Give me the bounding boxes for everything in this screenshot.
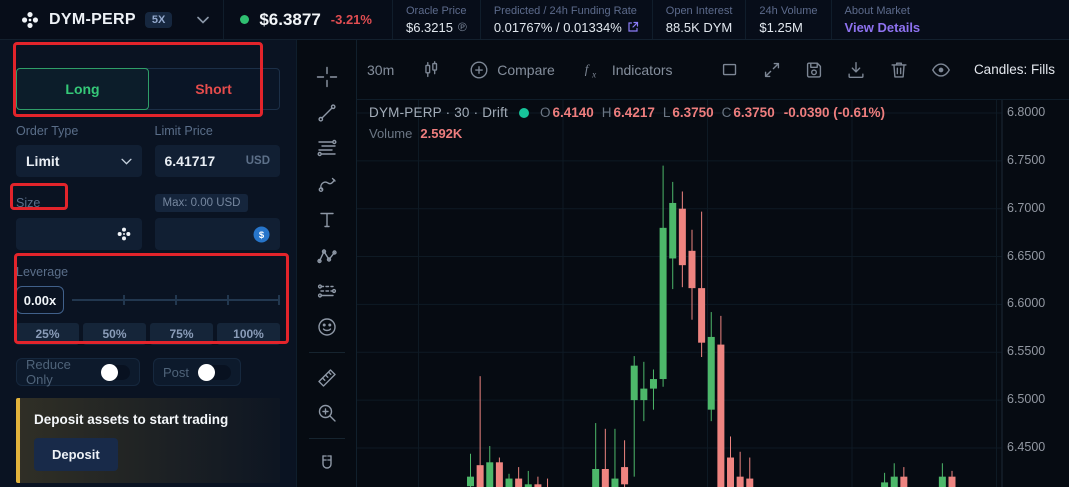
toggle-pill xyxy=(198,363,231,381)
leverage-preset-25[interactable]: 25% xyxy=(16,323,79,345)
market-status-dot xyxy=(240,15,250,24)
screenshot-icon[interactable] xyxy=(719,58,741,82)
divider xyxy=(223,0,225,39)
deposit-message: Deposit assets to start trading xyxy=(34,412,229,427)
price-axis-label: 6.4500 xyxy=(1007,439,1046,454)
fullscreen-icon[interactable] xyxy=(761,58,783,82)
legend-volume: Volume 2.592K xyxy=(369,126,463,141)
price-axis-label: 6.7000 xyxy=(1007,200,1046,215)
candles-mode-label[interactable]: Candles: Fills xyxy=(973,62,1055,77)
tab-short[interactable]: Short xyxy=(195,81,232,97)
chevron-down-icon[interactable] xyxy=(197,16,210,24)
top-bar: DYM-PERP 5X $6.3877 -3.21% Oracle Price … xyxy=(0,0,1069,40)
size-quote-input[interactable]: $ xyxy=(154,218,280,250)
order-type-label: Order Type xyxy=(16,124,79,138)
zoom-in-icon[interactable] xyxy=(314,401,340,427)
leverage-preset-100[interactable]: 100% xyxy=(217,323,280,345)
toolbar-separator xyxy=(308,438,345,440)
candle-style-button[interactable] xyxy=(420,59,442,81)
stat-about-market: About Market View Details xyxy=(830,0,934,39)
forecast-tool-icon[interactable] xyxy=(314,278,340,304)
price-change: -3.21% xyxy=(330,12,372,27)
stat-open-interest: Open Interest 88.5K DYM xyxy=(651,0,746,39)
toggle-pill xyxy=(100,363,130,381)
emoji-tool-icon[interactable] xyxy=(314,314,340,340)
interval-selector[interactable]: 30m xyxy=(367,61,395,78)
chevron-down-icon xyxy=(120,158,132,165)
stat-24h-volume: 24h Volume $1.25M xyxy=(745,0,830,39)
market-open-dot xyxy=(518,107,529,118)
download-icon[interactable] xyxy=(845,58,867,82)
reduce-only-toggle[interactable]: Reduce Only xyxy=(16,357,140,387)
svg-text:x: x xyxy=(591,69,596,79)
order-panel: Long Short Order Type Limit Limit Price … xyxy=(0,40,297,487)
dym-token-icon xyxy=(116,226,132,242)
market-name: DYM-PERP xyxy=(49,10,136,28)
legend-change: -0.0390 (-0.61%) xyxy=(783,105,886,120)
candlestick-chart xyxy=(357,100,1003,487)
leverage-label: Leverage xyxy=(16,265,69,279)
limit-price-label: Limit Price xyxy=(154,124,213,138)
price-axis-label: 6.5500 xyxy=(1007,344,1046,359)
direction-tabs: Long Short xyxy=(16,68,280,110)
legend-symbol: DYM-PERP · 30 · Drift xyxy=(369,105,508,120)
market-logo-icon xyxy=(20,10,40,30)
candles-icon xyxy=(420,59,442,81)
market-selector[interactable]: DYM-PERP 5X xyxy=(0,0,223,39)
price-axis-label: 6.7500 xyxy=(1007,152,1046,167)
price-axis-label: 6.8000 xyxy=(1007,105,1046,119)
svg-text:f: f xyxy=(585,62,591,76)
order-type-select[interactable]: Limit xyxy=(16,145,142,177)
leverage-slider[interactable] xyxy=(72,286,280,314)
magnet-icon[interactable] xyxy=(314,451,340,477)
price-axis-label: 6.5000 xyxy=(1007,392,1046,407)
size-base-input[interactable] xyxy=(16,218,142,250)
ruler-icon[interactable] xyxy=(314,365,340,391)
leverage-value-input[interactable]: 0.00x xyxy=(16,286,64,314)
last-price: $6.3877 xyxy=(259,9,321,29)
legend-ohlc: O 6.4140 H 6.4217 L 6.3750 C 6.3750 xyxy=(539,105,775,120)
drawing-toolbar xyxy=(297,40,357,487)
leverage-badge: 5X xyxy=(144,11,173,28)
post-only-toggle[interactable]: Post xyxy=(153,358,241,386)
fib-retracement-icon[interactable] xyxy=(314,135,340,161)
pyth-icon: ℗ xyxy=(457,20,467,34)
view-details-link[interactable]: View Details xyxy=(844,19,921,35)
stat-funding-rate: Predicted / 24h Funding Rate 0.01767% / … xyxy=(479,0,652,39)
trend-line-icon[interactable] xyxy=(314,100,340,126)
brush-icon[interactable] xyxy=(314,171,340,197)
chart-legend: DYM-PERP · 30 · Drift O 6.4140 H 6.4217 L 6.3… xyxy=(369,105,885,141)
stat-oracle-price: Oracle Price $6.3215 ℗ xyxy=(391,0,480,39)
svg-text:$: $ xyxy=(259,230,265,241)
text-tool-icon[interactable] xyxy=(314,207,340,233)
compare-plus-icon xyxy=(468,59,490,81)
xabcd-pattern-icon[interactable] xyxy=(314,243,340,269)
leverage-preset-75[interactable]: 75% xyxy=(150,323,213,345)
eye-icon[interactable] xyxy=(930,58,952,82)
usdc-token-icon: $ xyxy=(253,226,270,243)
price-cell: $6.3877 -3.21% xyxy=(224,0,392,39)
external-link-icon[interactable] xyxy=(627,21,639,33)
tab-long[interactable]: Long xyxy=(16,68,149,110)
price-axis-label: 6.6000 xyxy=(1007,296,1046,311)
compare-button[interactable]: Compare xyxy=(468,59,555,81)
limit-price-input[interactable]: 6.41717 USD xyxy=(154,145,280,177)
crosshair-icon[interactable] xyxy=(314,64,340,90)
save-icon[interactable] xyxy=(803,58,825,82)
price-axis-label: 6.6500 xyxy=(1007,248,1046,263)
max-size-pill[interactable]: Max: 0.00 USD xyxy=(154,194,249,212)
leverage-preset-50[interactable]: 50% xyxy=(83,323,146,345)
deposit-button[interactable]: Deposit xyxy=(34,438,118,471)
size-label: Size xyxy=(16,196,41,210)
deposit-callout: Deposit assets to start trading Deposit xyxy=(16,398,280,483)
toolbar-separator xyxy=(308,351,345,353)
trash-icon[interactable] xyxy=(887,58,909,82)
chart-pane[interactable]: DYM-PERP · 30 · Drift O 6.4140 H 6.4217 L 6.3… xyxy=(357,100,1069,487)
